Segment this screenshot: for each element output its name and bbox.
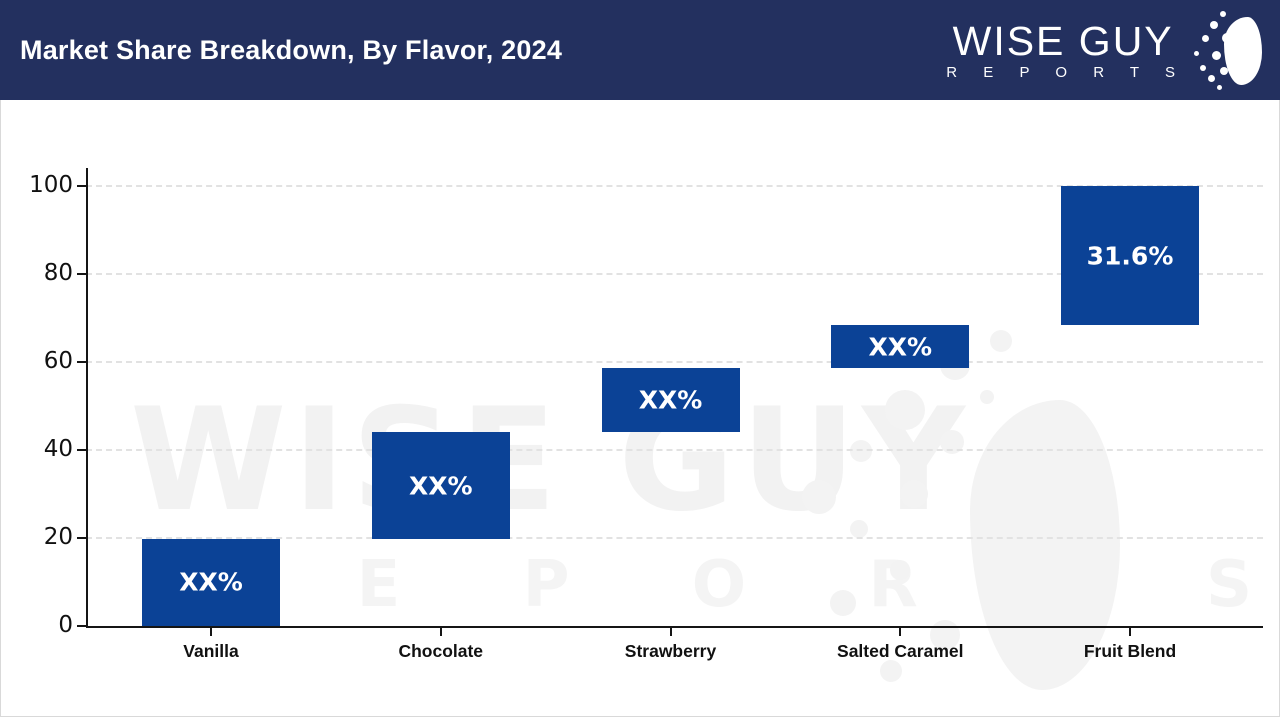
logo-face-icon <box>1192 11 1262 91</box>
gridline-20 <box>86 537 1263 539</box>
x-category-label-4: Salted Caramel <box>837 641 964 661</box>
header-banner: Market Share Breakdown, By Flavor, 2024 … <box>0 0 1280 100</box>
gridline-80 <box>86 273 1263 275</box>
y-axis-tick-60 <box>77 361 86 363</box>
watermark-wiseguy-text: WISE GUY <box>130 378 971 543</box>
x-axis-line <box>86 626 1263 628</box>
bar-chocolate <box>371 432 510 539</box>
bar-salted-caramel <box>831 325 970 369</box>
bar-vanilla <box>142 538 280 626</box>
y-axis-tick-0 <box>77 625 86 627</box>
chart-title: Market Share Breakdown, By Flavor, 2024 <box>20 34 563 65</box>
bar-value-label: 31.6% <box>1086 241 1174 271</box>
y-axis-tick-label: 60 <box>43 348 73 374</box>
x-axis-tick <box>899 628 902 636</box>
y-axis-tick-label: 20 <box>43 524 73 550</box>
x-category-label-2: Chocolate <box>398 641 484 661</box>
logo-wiseguy-label: WISE GUY <box>952 18 1174 64</box>
bar-value-label: XX% <box>868 332 933 362</box>
logo-reports-label: R E P O R T S <box>946 64 1186 81</box>
bar-value-label: XX% <box>408 471 473 501</box>
bar-strawberry <box>601 368 740 433</box>
gridline-60 <box>86 361 1263 363</box>
watermark-face-icon <box>790 330 1130 710</box>
chart-area: WISE GUY R E P O R T S 0 20 40 60 80 100 XX% Va… <box>0 100 1280 720</box>
y-axis-line <box>86 168 88 628</box>
y-axis-tick-label: 0 <box>58 612 73 638</box>
x-category-label-3: Strawberry <box>624 641 717 661</box>
bar-value-label: XX% <box>638 385 703 415</box>
y-axis-tick-40 <box>77 449 86 451</box>
y-axis-tick-label: 40 <box>43 436 73 462</box>
y-axis-tick-100 <box>77 185 86 187</box>
y-axis-tick-20 <box>77 537 86 539</box>
wise-guy-reports-logo: WISE GUY R E P O R T S <box>940 10 1262 92</box>
x-axis-tick <box>210 628 212 636</box>
y-axis-tick-label: 80 <box>43 260 73 286</box>
x-axis-tick <box>1129 628 1131 636</box>
bar-fruit-blend <box>1061 186 1199 326</box>
logo-text: WISE GUY R E P O R T S <box>940 19 1186 83</box>
x-axis-tick <box>669 628 672 636</box>
y-axis-tick-80 <box>77 273 86 275</box>
x-category-label-5: Fruit Blend <box>1083 641 1177 661</box>
bar-value-label: XX% <box>179 567 243 597</box>
gridline-100 <box>86 185 1263 187</box>
x-axis-tick <box>439 628 442 636</box>
y-axis-tick-label: 100 <box>29 172 73 198</box>
gridline-40 <box>86 449 1263 451</box>
x-category-label-1: Vanilla <box>183 641 239 661</box>
